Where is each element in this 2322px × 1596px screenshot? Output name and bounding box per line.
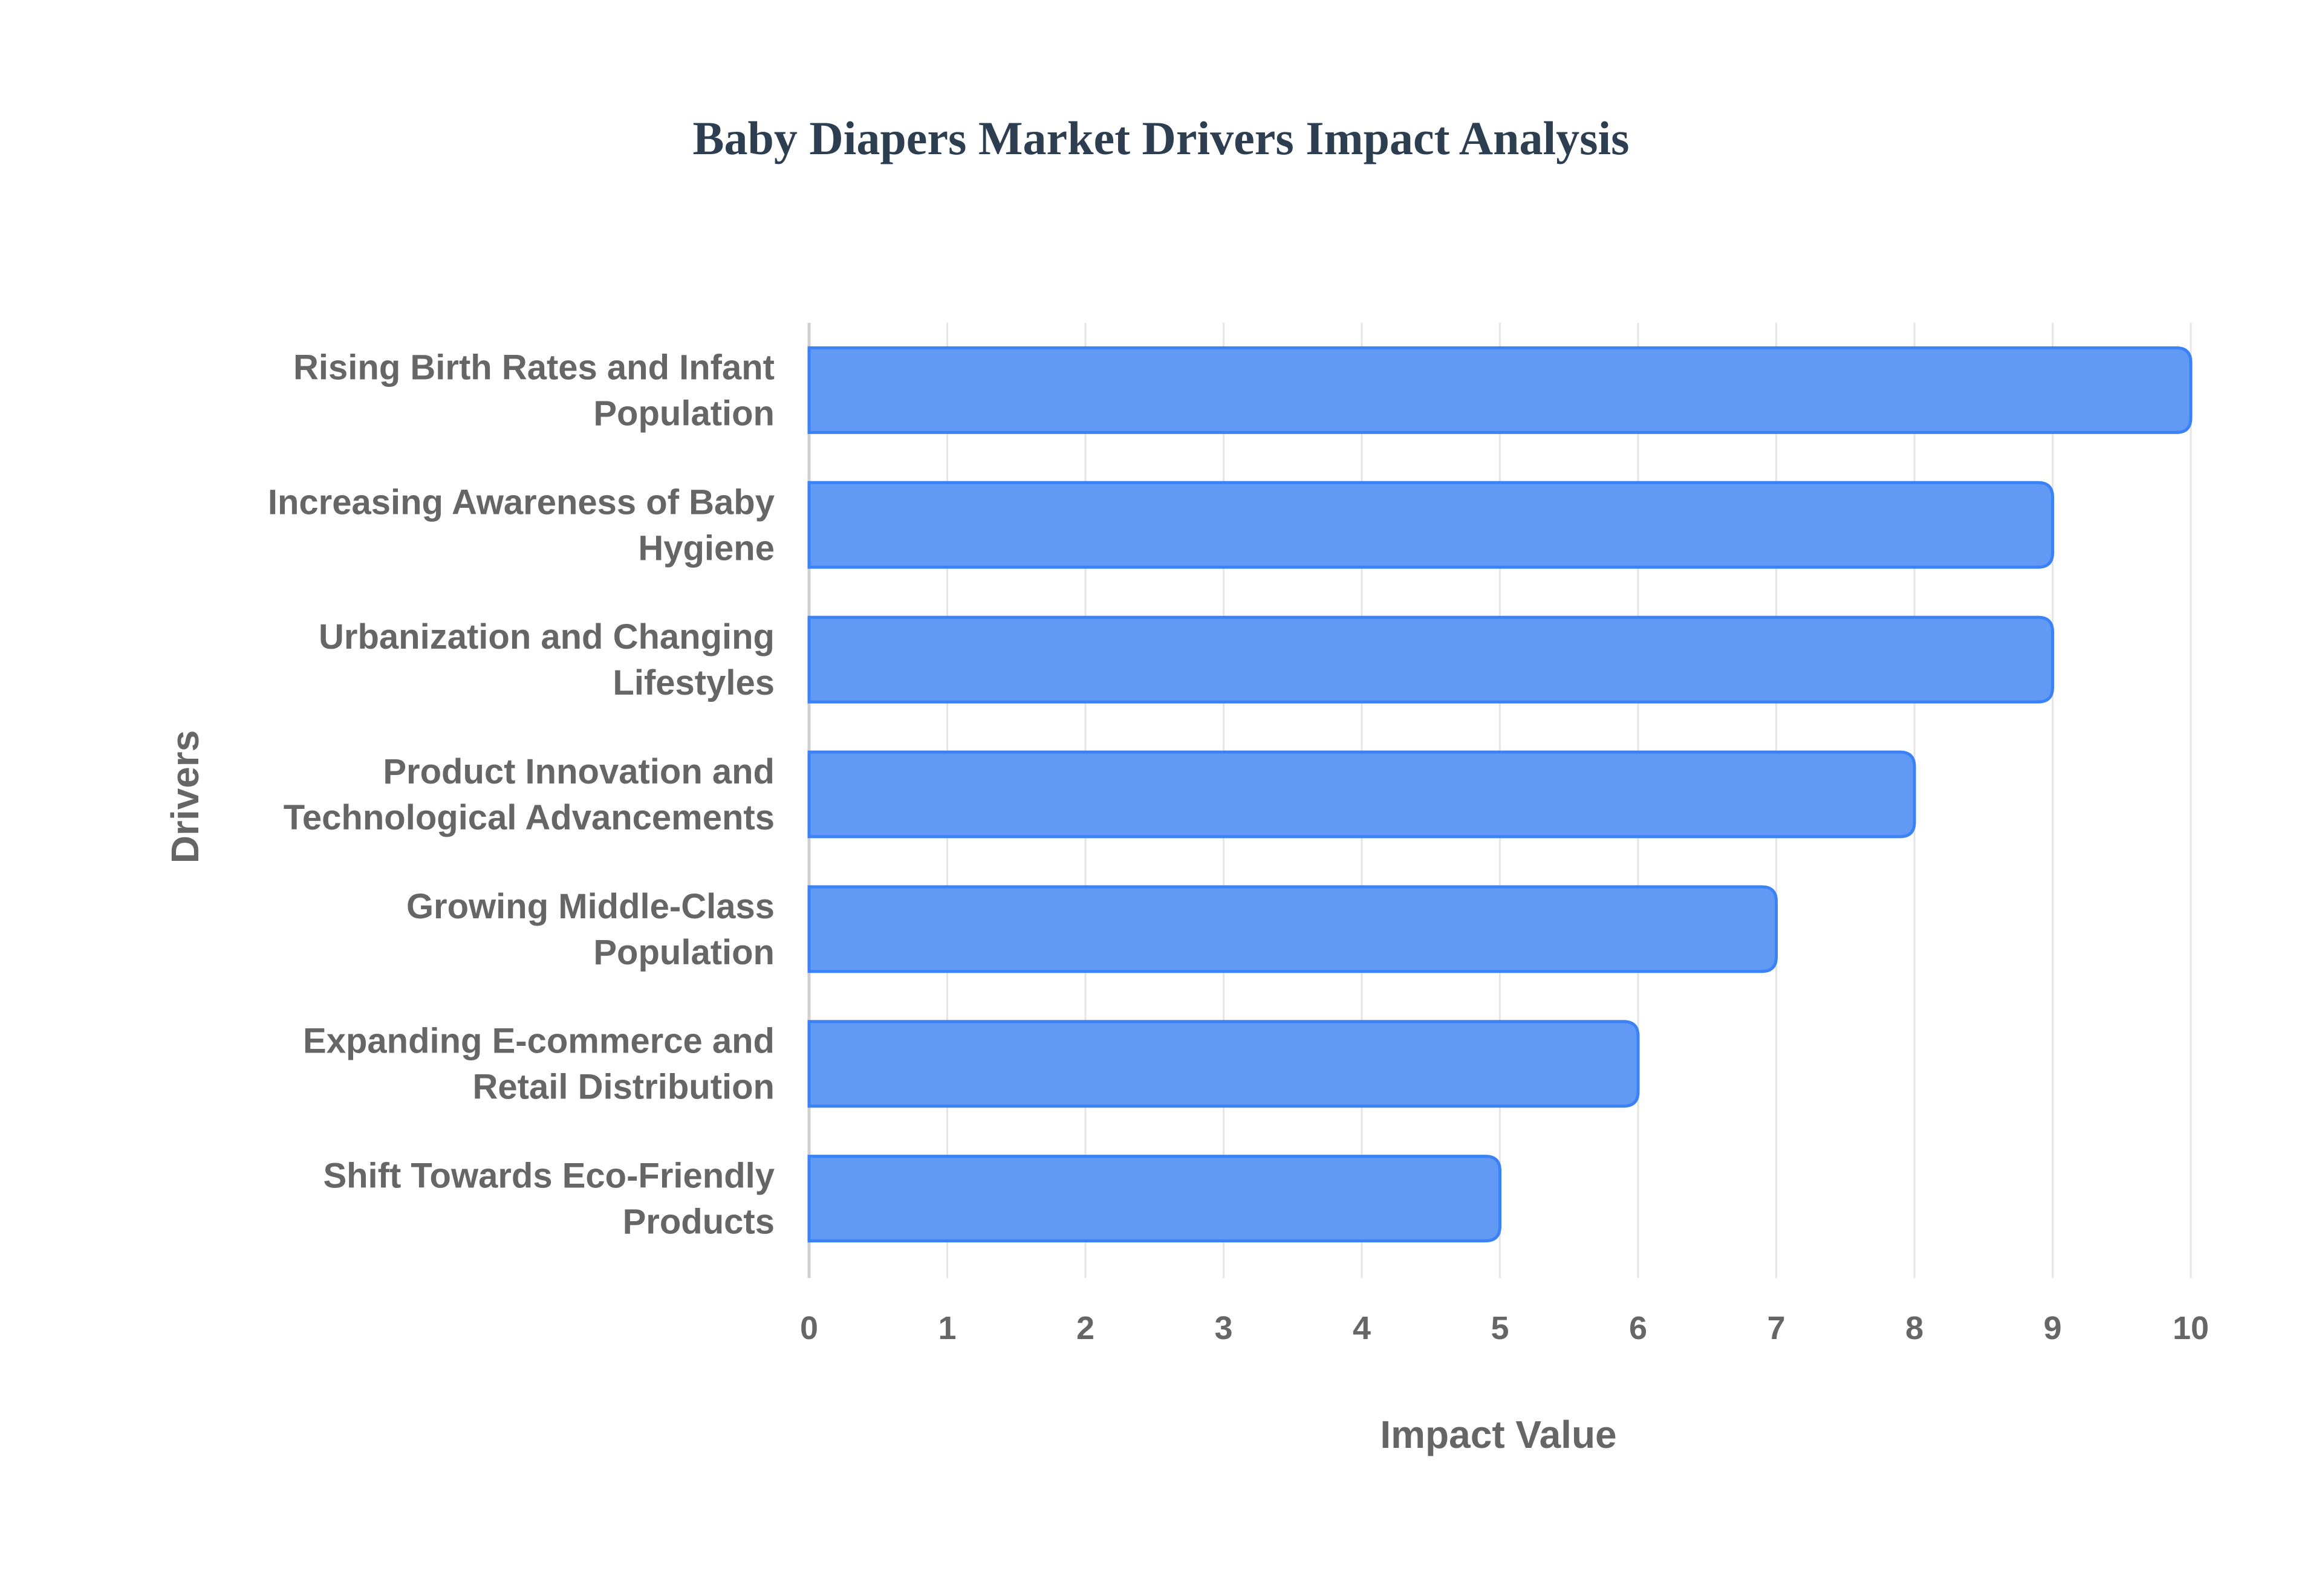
x-tick-labels: 0 1 2 3 4 5 6 7 8 9 10: [800, 1310, 2209, 1346]
bar[interactable]: [807, 481, 2054, 569]
category-labels: Rising Birth Rates and Infant Population I…: [268, 348, 775, 1241]
x-tick-label: 2: [1076, 1310, 1094, 1346]
y-axis-title: Drivers: [163, 730, 207, 864]
bar[interactable]: [807, 346, 2193, 434]
x-axis-title: Impact Value: [1380, 1413, 1616, 1456]
x-tick-label: 4: [1353, 1310, 1371, 1346]
category-label: Shift Towards Eco-Friendly: [323, 1156, 775, 1196]
x-tick-label: 5: [1491, 1310, 1509, 1346]
chart-title: Baby Diapers Market Drivers Impact Analy…: [692, 112, 1629, 164]
x-tick-label: 6: [1629, 1310, 1647, 1346]
x-tick-label: 7: [1767, 1310, 1785, 1346]
x-tick-label: 8: [1905, 1310, 1924, 1346]
category-label: Rising Birth Rates and Infant: [293, 348, 775, 387]
bar[interactable]: [807, 750, 1916, 839]
x-tick-label: 10: [2173, 1310, 2209, 1346]
category-label: Population: [593, 394, 775, 433]
x-tick-label: 1: [938, 1310, 956, 1346]
bar[interactable]: [807, 1020, 1640, 1108]
category-label: Urbanization and Changing: [319, 617, 775, 657]
bar[interactable]: [807, 1155, 1501, 1243]
category-label: Retail Distribution: [473, 1068, 775, 1107]
category-label: Technological Advancements: [284, 798, 775, 837]
x-tick-label: 0: [800, 1310, 818, 1346]
x-tick-label: 3: [1214, 1310, 1232, 1346]
category-label: Population: [593, 933, 775, 972]
category-label: Expanding E-commerce and: [303, 1022, 775, 1061]
bar[interactable]: [807, 615, 2054, 704]
category-label: Lifestyles: [613, 663, 775, 702]
bars: [807, 346, 2193, 1243]
category-label: Hygiene: [638, 528, 775, 568]
category-label: Products: [623, 1202, 775, 1242]
category-label: Product Innovation and: [383, 752, 775, 791]
category-label: Growing Middle-Class: [406, 887, 775, 926]
x-tick-label: 9: [2043, 1310, 2061, 1346]
category-label: Increasing Awareness of Baby: [268, 482, 775, 522]
bar[interactable]: [807, 885, 1778, 973]
